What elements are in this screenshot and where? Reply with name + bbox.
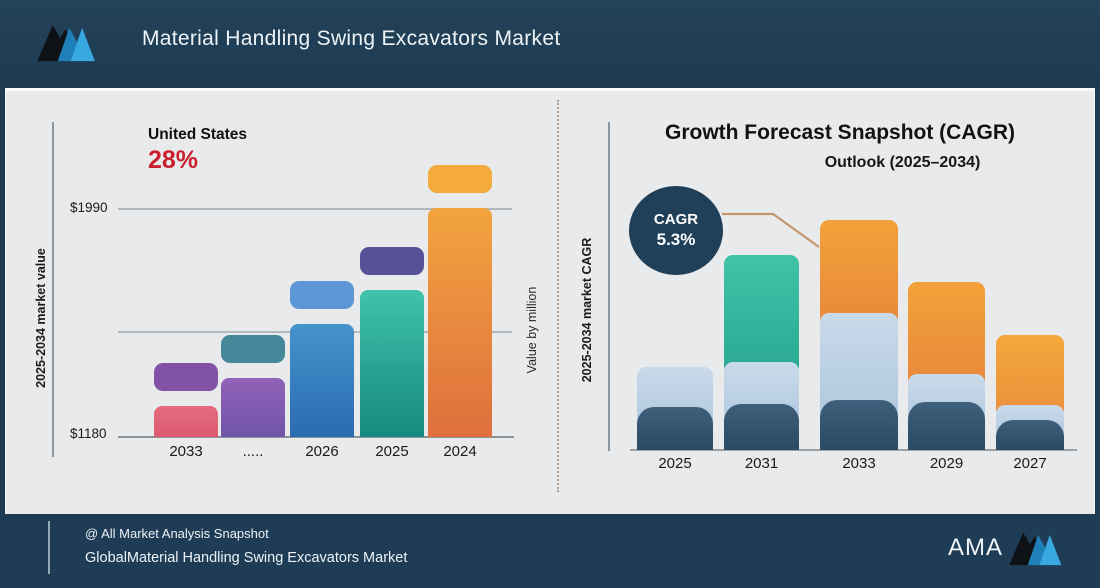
cagr-badge-value: 5.3% bbox=[656, 230, 696, 250]
bar-segment-base bbox=[637, 407, 713, 450]
connector-line bbox=[722, 212, 820, 248]
bar bbox=[428, 208, 492, 437]
bar-cap bbox=[154, 363, 218, 391]
footer: @ All Market Analysis Snapshot GlobalMat… bbox=[0, 514, 1100, 588]
left-tick-top: $1990 bbox=[70, 200, 108, 215]
bar-cap bbox=[428, 165, 492, 193]
right-y-axis-label: 2025-2034 market CAGR bbox=[580, 237, 594, 383]
bar-segment-top bbox=[724, 255, 799, 376]
left-x-axis-line bbox=[118, 436, 514, 438]
footer-brand-logo-icon bbox=[1009, 532, 1062, 566]
cagr-badge: CAGR 5.3% bbox=[629, 186, 723, 275]
left-y-axis-label: 2025-2034 market value bbox=[34, 248, 48, 388]
highlight-percentage: 28% bbox=[148, 146, 199, 174]
panel-divider bbox=[557, 100, 559, 492]
bar-cap bbox=[221, 335, 285, 363]
left-secondary-axis-label: Value by million bbox=[525, 286, 539, 374]
bar bbox=[154, 406, 218, 437]
header: Material Handling Swing Excavators Marke… bbox=[0, 0, 1100, 88]
bar-segment-top bbox=[820, 220, 898, 327]
bar-cap bbox=[360, 247, 424, 275]
x-axis-category: 2031 bbox=[744, 455, 779, 472]
footer-line1: @ All Market Analysis Snapshot bbox=[85, 526, 269, 541]
right-chart-title: Growth Forecast Snapshot (CAGR) bbox=[664, 121, 1016, 144]
footer-line2: GlobalMaterial Handling Swing Excavators… bbox=[85, 550, 408, 566]
bar bbox=[290, 324, 354, 437]
bar-segment-base bbox=[724, 404, 799, 450]
region-label: United States bbox=[148, 126, 248, 143]
cagr-badge-label: CAGR bbox=[653, 210, 699, 228]
x-axis-category: 2033 bbox=[842, 455, 876, 472]
x-axis-category: 2025 bbox=[375, 443, 409, 460]
bar-segment-top bbox=[908, 282, 985, 388]
brand-logo-icon bbox=[37, 25, 95, 62]
x-axis-category: 2027 bbox=[1013, 455, 1047, 472]
left-y-axis-line bbox=[52, 122, 54, 457]
bar-segment-base bbox=[908, 402, 985, 450]
footer-divider-line bbox=[48, 521, 50, 574]
bar-segment-base bbox=[820, 400, 898, 450]
left-gridline-top bbox=[118, 208, 512, 210]
x-axis-category: 2024 bbox=[443, 443, 477, 460]
x-axis-category: ..... bbox=[242, 443, 264, 460]
x-axis-category: 2033 bbox=[169, 443, 203, 460]
bar-cap bbox=[290, 281, 354, 309]
right-y-axis-line bbox=[608, 122, 610, 451]
x-axis-category: 2029 bbox=[929, 455, 964, 472]
bar bbox=[221, 378, 285, 437]
bar bbox=[360, 290, 424, 437]
right-chart-subtitle: Outlook (2025–2034) bbox=[824, 154, 981, 171]
footer-brand-text: AMA bbox=[948, 534, 1004, 561]
x-axis-category: 2025 bbox=[658, 455, 692, 472]
left-tick-bottom: $1180 bbox=[70, 426, 107, 441]
x-axis-category: 2026 bbox=[305, 443, 339, 460]
bar-segment-base bbox=[996, 420, 1064, 450]
page-title: Material Handling Swing Excavators Marke… bbox=[142, 27, 561, 50]
